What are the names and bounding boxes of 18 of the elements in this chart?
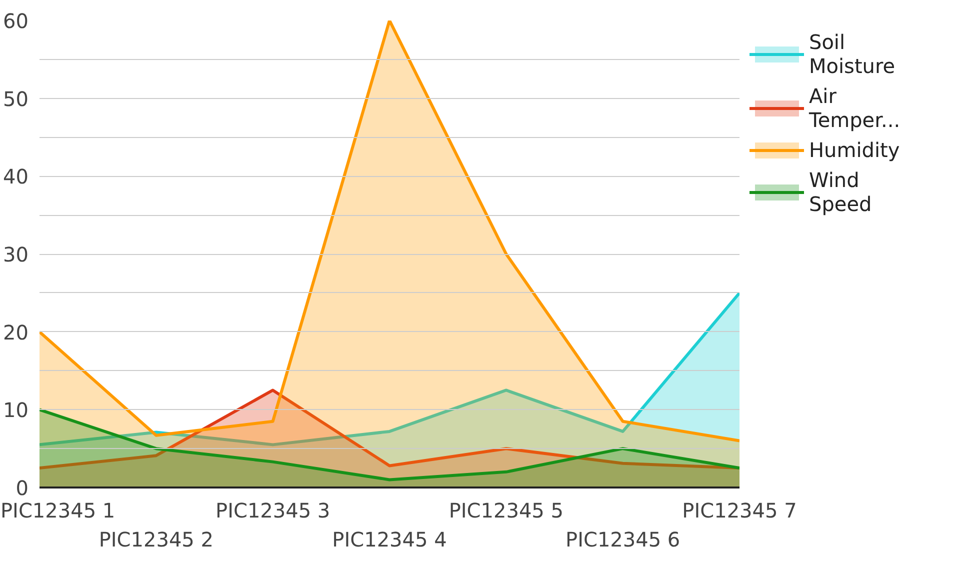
legend-label: Wind Speed: [809, 168, 872, 216]
x-tick-label: PIC12345 4: [332, 527, 447, 552]
y-tick-label: 10: [3, 398, 29, 422]
x-tick-label: PIC12345 2: [98, 527, 214, 552]
legend-label: Soil Moisture: [809, 30, 896, 78]
x-tick-label: PIC12345 1: [0, 498, 116, 522]
x-tick-label: PIC12345 5: [448, 498, 564, 522]
y-tick-label: 40: [3, 164, 29, 189]
legend-label: Air Temper...: [809, 84, 900, 132]
x-tick-label: PIC12345 6: [566, 527, 680, 552]
x-tick-label: PIC12345 3: [216, 498, 330, 522]
y-tick-label: 60: [3, 9, 29, 33]
legend-label: Humidity: [809, 138, 900, 162]
y-tick-label: 50: [3, 86, 29, 111]
y-tick-label: 30: [3, 242, 29, 266]
y-tick-label: 0: [16, 476, 29, 500]
y-tick-label: 20: [3, 320, 29, 344]
x-tick-label: PIC12345 7: [682, 498, 797, 522]
